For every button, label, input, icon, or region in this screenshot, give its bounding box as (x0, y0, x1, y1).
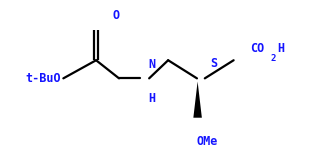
Text: N: N (148, 58, 155, 71)
Text: O: O (112, 9, 119, 22)
Text: 2: 2 (271, 54, 276, 63)
Polygon shape (193, 82, 202, 118)
Text: H: H (277, 42, 284, 55)
Text: CO: CO (250, 42, 264, 55)
Text: S: S (210, 57, 217, 70)
Text: OMe: OMe (197, 135, 218, 148)
Text: t-BuO: t-BuO (26, 72, 61, 85)
Text: H: H (148, 92, 155, 105)
